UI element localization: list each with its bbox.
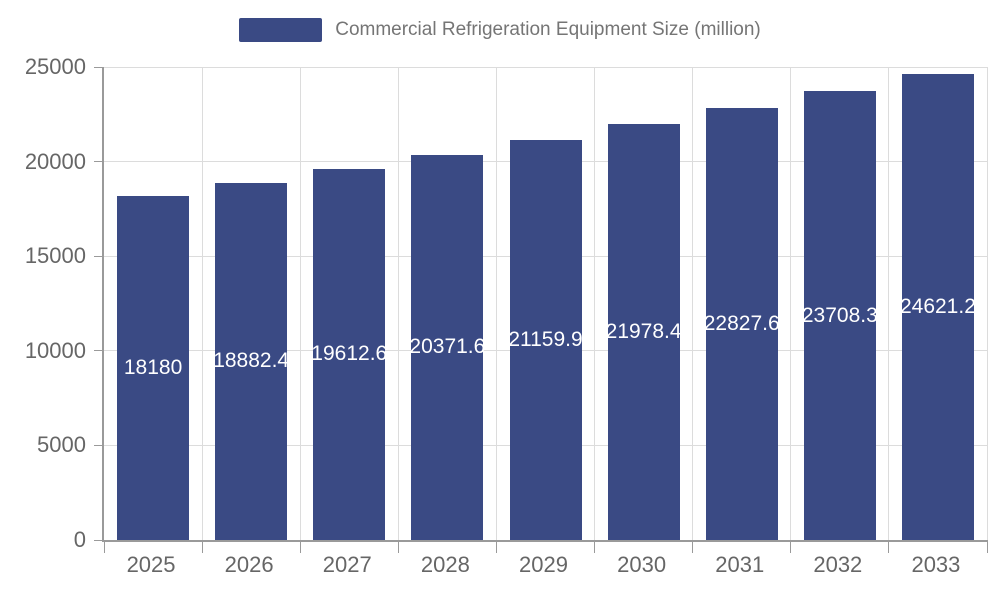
x-axis-tick	[397, 540, 399, 553]
v-gridline	[397, 67, 399, 540]
bar-value-label: 20371.6	[409, 335, 486, 359]
v-gridline	[790, 67, 792, 540]
y-axis-tick	[94, 255, 102, 257]
bar-value-label: 24621.2	[899, 295, 976, 319]
bar[interactable]	[901, 74, 974, 540]
bar-value-label: 21978.4	[605, 320, 682, 344]
x-tick-label: 2032	[813, 552, 863, 577]
bar[interactable]	[117, 196, 190, 540]
x-axis-tick	[986, 540, 988, 553]
bar-value-label: 18180	[123, 356, 183, 380]
x-tick-label: 2028	[420, 552, 470, 577]
y-tick-label: 10000	[24, 337, 86, 363]
x-tick-label: 2031	[715, 552, 765, 577]
v-gridline	[299, 67, 301, 540]
legend-label[interactable]: Commercial Refrigeration Equipment Size …	[335, 19, 761, 40]
x-axis-tick	[495, 540, 497, 553]
x-axis-tick	[888, 540, 890, 553]
x-axis-tick	[299, 540, 301, 553]
bar[interactable]	[705, 108, 778, 540]
y-tick-label: 5000	[37, 432, 86, 458]
y-tick-label: 0	[73, 527, 86, 552]
v-gridline	[201, 67, 203, 540]
bar[interactable]	[803, 91, 876, 540]
bar-value-label: 22827.6	[703, 312, 780, 336]
bar[interactable]	[509, 139, 582, 540]
bar-value-label: 18882.4	[213, 349, 290, 373]
bar-value-label: 19612.6	[311, 342, 388, 366]
bar-value-label: 23708.3	[801, 303, 878, 327]
v-gridline	[888, 67, 890, 540]
bar[interactable]	[607, 124, 680, 540]
x-axis-tick	[790, 540, 792, 553]
x-tick-label: 2029	[519, 552, 568, 577]
y-tick-label: 15000	[24, 243, 86, 269]
bar[interactable]	[313, 168, 386, 540]
y-axis-tick	[94, 444, 102, 446]
y-tick-label: 25000	[24, 54, 86, 79]
bar-value-label: 21159.9	[508, 327, 583, 351]
x-tick-label: 2026	[224, 552, 274, 577]
x-axis-tick	[103, 540, 105, 553]
v-gridline	[594, 67, 596, 540]
x-axis-tick	[692, 540, 694, 553]
x-tick-label: 2025	[126, 552, 176, 577]
v-gridline	[692, 67, 694, 540]
y-axis-tick	[94, 161, 102, 163]
v-gridline	[495, 67, 497, 540]
legend-swatch[interactable]	[239, 18, 323, 42]
plot-area: 18180 18882.4 19612.6 20371.6 21159.9 21978.4…	[94, 66, 988, 553]
bar[interactable]	[411, 154, 484, 540]
y-axis-tick	[94, 539, 102, 541]
x-axis-tick	[594, 540, 596, 553]
x-tick-label: 2030	[617, 552, 667, 577]
x-tick-label: 2027	[322, 552, 372, 577]
y-tick-label: 20000	[24, 148, 86, 174]
x-axis-tick	[201, 540, 203, 553]
x-tick-label: 2033	[911, 552, 961, 577]
v-gridline	[986, 67, 988, 540]
bar[interactable]	[215, 182, 288, 540]
h-gridline	[104, 66, 987, 68]
y-axis-tick	[94, 350, 102, 352]
legend[interactable]: Commercial Refrigeration Equipment Size …	[0, 18, 1000, 42]
y-axis-tick	[94, 66, 102, 68]
